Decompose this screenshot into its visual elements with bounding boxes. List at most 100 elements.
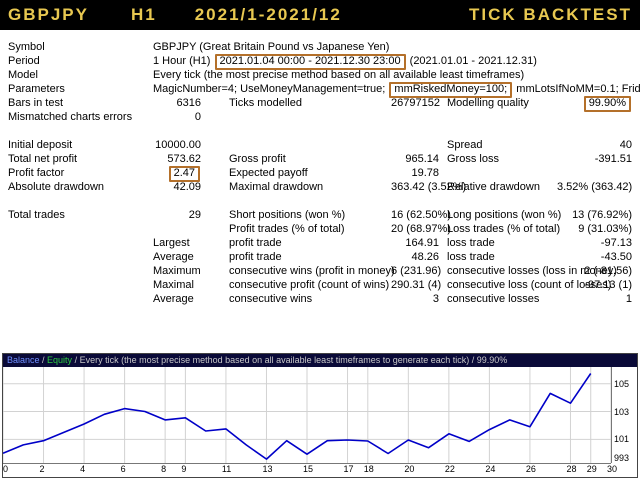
backtest-report-table: Symbol GBPJPY (Great Britain Pound vs Jap… <box>0 32 640 306</box>
report-row: Initial deposit 10000.00 Spread 40 <box>8 138 632 152</box>
report-row: Parameters MagicNumber=4; UseMoneyManagem… <box>8 82 640 98</box>
report-row: Profit factor 2.47 Expected payoff 19.78 <box>8 166 632 182</box>
date-range-label: 2021/1-2021/12 <box>194 5 342 24</box>
report-cell: Total net profit <box>8 153 78 165</box>
report-cell: 16 (62.50%) <box>391 209 451 221</box>
report-cell: Average <box>153 293 194 305</box>
report-row: Mismatched charts errors 0 <box>8 110 632 124</box>
report-cell: MagicNumber=4; UseMoneyManagement=true; … <box>153 82 640 98</box>
report-cell: -97.13 <box>600 237 632 249</box>
x-tick-label: 2 <box>39 464 45 474</box>
report-cell: 0 <box>194 111 201 123</box>
report-cell: consecutive losses (loss in money) <box>447 265 617 277</box>
report-row: Maximal consecutive profit (count of wins… <box>8 278 632 292</box>
report-cell: Mismatched charts errors <box>8 111 133 123</box>
timeframe-label: H1 <box>130 5 157 24</box>
report-cell: Relative drawdown <box>447 181 540 193</box>
report-cell: 13 (76.92%) <box>572 209 632 221</box>
x-tick-label: 9 <box>181 464 187 474</box>
report-cell: 6316 <box>176 97 201 109</box>
x-tick-label: 30 <box>607 464 618 474</box>
report-cell: 42.09 <box>173 181 201 193</box>
report-row: Total trades 29 Short positions (won %) 16 … <box>8 208 632 222</box>
highlight-box: mmRiskedMoney=100; <box>389 82 513 98</box>
report-row: Average profit trade 48.26 loss trade -43.50 <box>8 250 632 264</box>
chart-x-axis: 0 2 4 6 8 9 11 13 15 17 18 20 22 24 26 28 29 30 <box>3 463 617 477</box>
report-cell: consecutive losses <box>447 293 540 305</box>
report-cell: Model <box>8 69 38 81</box>
report-cell: Symbol <box>8 41 45 53</box>
report-cell: 965.14 <box>405 153 439 165</box>
report-cell: 10000.00 <box>155 139 201 151</box>
report-row: Profit trades (% of total) 20 (68.97%) Los… <box>8 222 632 236</box>
report-cell: Total trades <box>8 209 65 221</box>
report-cell: consecutive wins <box>229 293 313 305</box>
x-tick-label: 18 <box>363 464 374 474</box>
report-cell: Bars in test <box>8 97 64 109</box>
x-tick-label: 17 <box>343 464 354 474</box>
legend-equity-label: Equity <box>47 355 73 365</box>
report-cell: Ticks modelled <box>229 97 302 109</box>
report-cell: Modelling quality <box>447 97 529 109</box>
chart-legend: Balance / Equity / Every tick (the most … <box>3 354 637 367</box>
report-cell: Profit trades (% of total) <box>229 223 345 235</box>
report-row: Absolute drawdown 42.09 Maximal drawdown 36… <box>8 180 632 194</box>
report-cell: Long positions (won %) <box>447 209 562 221</box>
report-row: Average consecutive wins 3 consecutive loss… <box>8 292 632 306</box>
report-row: Bars in test 6316 Ticks modelled 26797152 Mo… <box>8 96 632 112</box>
report-cell: Absolute drawdown <box>8 181 105 193</box>
report-cell: 363.42 (3.52%) <box>391 181 467 193</box>
report-cell: 9 (31.03%) <box>578 223 632 235</box>
report-cell: 290.31 (4) <box>391 279 442 291</box>
report-row: Symbol GBPJPY (Great Britain Pound vs Jap… <box>8 40 632 54</box>
legend-separator: / <box>39 355 48 365</box>
x-tick-label: 20 <box>404 464 415 474</box>
report-row <box>8 194 632 208</box>
report-row: Period 1 Hour (H1) 2021.01.04 00:00 - 202… <box>8 54 632 70</box>
x-tick-label: 0 <box>3 464 9 474</box>
report-cell: Gross loss <box>447 153 499 165</box>
report-cell: Parameters <box>8 83 65 95</box>
report-cell: profit trade <box>229 237 282 249</box>
report-cell: Profit factor <box>8 167 65 179</box>
report-cell: Average <box>153 251 194 263</box>
report-cell: 164.91 <box>405 237 439 249</box>
report-cell: Gross profit <box>229 153 286 165</box>
report-cell: Maximal <box>153 279 194 291</box>
symbol-title: GBPJPY <box>8 5 89 24</box>
report-cell: consecutive wins (profit in money) <box>229 265 395 277</box>
x-tick-label: 4 <box>80 464 86 474</box>
report-row <box>8 124 632 138</box>
y-min-label: 993 <box>614 453 630 463</box>
report-cell: 26797152 <box>391 97 440 109</box>
report-cell: -97.13 (1) <box>584 279 632 291</box>
report-cell: 2.47 <box>153 166 201 182</box>
y-tick-label: 105 <box>614 378 630 389</box>
title-bar: GBPJPY H1 2021/1-2021/12 TICK BACKTEST <box>0 0 640 30</box>
x-tick-label: 29 <box>586 464 597 474</box>
report-cell: 573.62 <box>167 153 201 165</box>
balance-chart: Balance / Equity / Every tick (the most … <box>2 353 638 478</box>
report-cell: profit trade <box>229 251 282 263</box>
x-tick-label: 28 <box>566 464 577 474</box>
y-tick-label: 103 <box>614 406 630 417</box>
report-cell: Short positions (won %) <box>229 209 346 221</box>
report-cell: 48.26 <box>411 251 439 263</box>
report-cell: Initial deposit <box>8 139 73 151</box>
highlight-box: 2.47 <box>168 166 200 182</box>
report-cell: consecutive loss (count of losses) <box>447 279 612 291</box>
x-tick-label: 22 <box>444 464 455 474</box>
report-cell: 1 <box>625 293 632 305</box>
backtest-type-label: TICK BACKTEST <box>469 5 632 24</box>
chart-y-axis: 105 103 101 993 <box>611 367 637 463</box>
x-tick-label: 26 <box>525 464 536 474</box>
report-cell: 40 <box>619 139 632 151</box>
report-cell: 3 <box>432 293 439 305</box>
report-cell: -43.50 <box>600 251 632 263</box>
report-cell: Largest <box>153 237 190 249</box>
report-cell: 1 Hour (H1) 2021.01.04 00:00 - 2021.12.3… <box>153 54 632 70</box>
report-cell: Maximum <box>153 265 201 277</box>
legend-balance-label: Balance <box>7 355 40 365</box>
report-cell: Period <box>8 55 40 67</box>
highlight-box: 2021.01.04 00:00 - 2021.12.30 23:00 <box>214 54 406 70</box>
